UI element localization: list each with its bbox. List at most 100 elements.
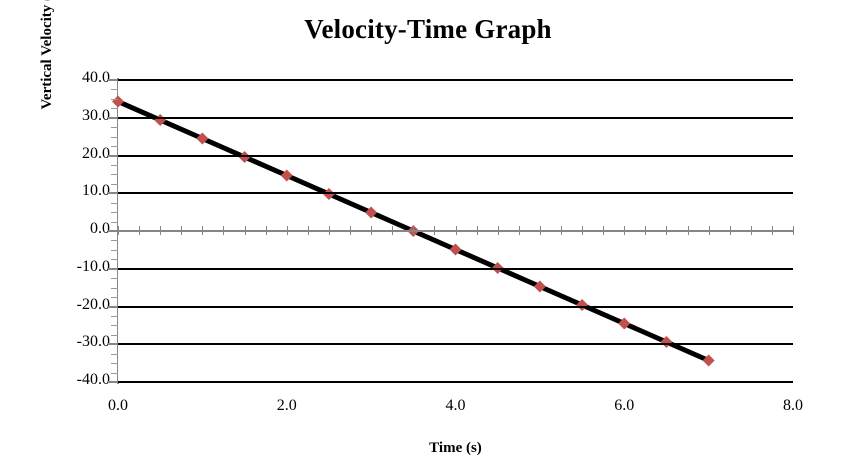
y-axis-minor-tick	[111, 146, 118, 148]
x-axis-tick	[793, 226, 794, 235]
y-axis-minor-tick	[111, 297, 118, 299]
y-axis-tick	[108, 79, 118, 81]
y-axis-minor-tick	[111, 240, 118, 242]
x-axis-tick	[539, 226, 541, 235]
y-axis-minor-tick	[111, 89, 118, 91]
x-axis-tick	[202, 226, 204, 235]
x-axis-tick	[687, 226, 689, 235]
x-axis-tick-label: 8.0	[783, 397, 803, 414]
y-axis-tick	[108, 192, 118, 195]
x-axis-title: Time (s)	[429, 440, 482, 456]
gridline	[118, 305, 793, 308]
y-axis-minor-tick	[111, 174, 118, 176]
y-axis-tick-label: 20.0	[82, 144, 110, 162]
y-axis-tick-label: 30.0	[82, 106, 110, 124]
chart-title: Velocity-Time Graph	[0, 14, 856, 45]
x-axis-tick	[497, 226, 499, 235]
x-axis-tick	[750, 226, 752, 235]
y-axis-tick-label: 40.0	[82, 69, 110, 86]
y-axis-tick-label: -20.0	[76, 295, 110, 313]
data-point-marker	[280, 169, 293, 182]
x-axis-tick	[476, 226, 478, 235]
y-axis-minor-tick	[111, 278, 118, 280]
data-point-marker	[702, 354, 715, 367]
y-axis-tick	[108, 267, 118, 270]
x-axis-tick	[624, 226, 626, 235]
gridline	[118, 381, 793, 383]
x-axis-tick	[286, 226, 288, 235]
y-axis-minor-tick	[111, 221, 118, 223]
y-axis-tick	[108, 230, 118, 232]
x-axis-tick	[455, 226, 457, 235]
y-axis-minor-tick	[111, 315, 118, 317]
x-axis-tick-label: 4.0	[445, 397, 466, 414]
y-axis-tick	[108, 381, 118, 383]
x-axis-tick-label: 2.0	[276, 397, 297, 414]
x-axis-tick	[139, 226, 141, 235]
data-point-marker	[618, 317, 631, 330]
y-axis-tick	[108, 116, 118, 119]
x-axis-tick	[244, 226, 246, 235]
y-axis-minor-tick	[111, 372, 118, 374]
x-axis-tick-label: 0.0	[108, 397, 128, 414]
y-axis-tick-labels: 40.0 30.0 20.0 10.0 0.0 -10.0 -20.0 -30.0 -40.0	[40, 0, 110, 475]
y-axis-minor-tick	[111, 136, 118, 138]
series-markers	[112, 95, 715, 367]
x-axis-tick	[771, 226, 773, 235]
x-axis-tick	[518, 226, 520, 235]
x-axis-tick-labels: 0.0 2.0 4.0 6.0 8.0	[0, 397, 856, 423]
data-point-marker	[238, 151, 251, 164]
x-axis-tick	[181, 226, 183, 235]
x-axis-tick	[160, 226, 162, 235]
x-axis-tick	[603, 226, 605, 235]
gridline	[118, 116, 793, 119]
y-axis-tick-label: -10.0	[76, 257, 110, 275]
x-axis-tick	[118, 226, 119, 235]
gridline	[118, 267, 793, 270]
data-point-marker	[196, 132, 209, 145]
x-axis-tick-label: 6.0	[614, 397, 635, 414]
y-axis-minor-tick	[111, 164, 118, 166]
x-axis-tick	[560, 226, 562, 235]
y-axis-minor-tick	[111, 212, 118, 214]
x-axis-tick	[645, 226, 647, 235]
y-axis-minor-tick	[111, 98, 118, 100]
chart-title-text: Velocity-Time Graph	[304, 14, 552, 44]
x-axis-tick	[265, 226, 267, 235]
y-axis-minor-tick	[111, 259, 118, 261]
y-axis-minor-tick	[111, 325, 118, 327]
plot-area	[112, 79, 794, 383]
gridline	[118, 154, 793, 157]
y-axis-tick-label: 0.0	[90, 220, 110, 237]
y-axis-tick-label: -40.0	[76, 371, 110, 388]
data-point-marker	[112, 95, 124, 108]
x-axis-tick	[729, 226, 731, 235]
x-axis-tick	[413, 226, 415, 235]
gridline	[118, 79, 793, 81]
x-axis-tick	[582, 226, 584, 235]
x-axis-tick	[223, 226, 225, 235]
data-point-marker	[449, 243, 462, 256]
y-axis-tick	[108, 343, 118, 346]
gridline	[118, 192, 793, 195]
x-axis-tick	[371, 226, 373, 235]
x-axis-tick	[392, 226, 394, 235]
y-axis-tick-label: -30.0	[76, 333, 110, 351]
y-axis-minor-tick	[111, 353, 118, 355]
y-axis-minor-tick	[111, 334, 118, 336]
y-axis-tick-label: 10.0	[82, 182, 110, 200]
x-axis-tick	[708, 226, 710, 235]
x-axis-tick	[434, 226, 436, 235]
y-axis-minor-tick	[111, 108, 118, 110]
data-point-marker	[533, 280, 546, 293]
y-axis-tick	[108, 154, 118, 157]
y-axis-minor-tick	[111, 363, 118, 365]
y-axis-minor-tick	[111, 249, 118, 251]
x-axis-tick	[307, 226, 309, 235]
y-axis-minor-tick	[111, 127, 118, 129]
y-axis-minor-tick	[111, 287, 118, 289]
data-point-marker	[365, 206, 378, 219]
x-axis-tick	[666, 226, 668, 235]
y-axis-tick	[108, 305, 118, 308]
